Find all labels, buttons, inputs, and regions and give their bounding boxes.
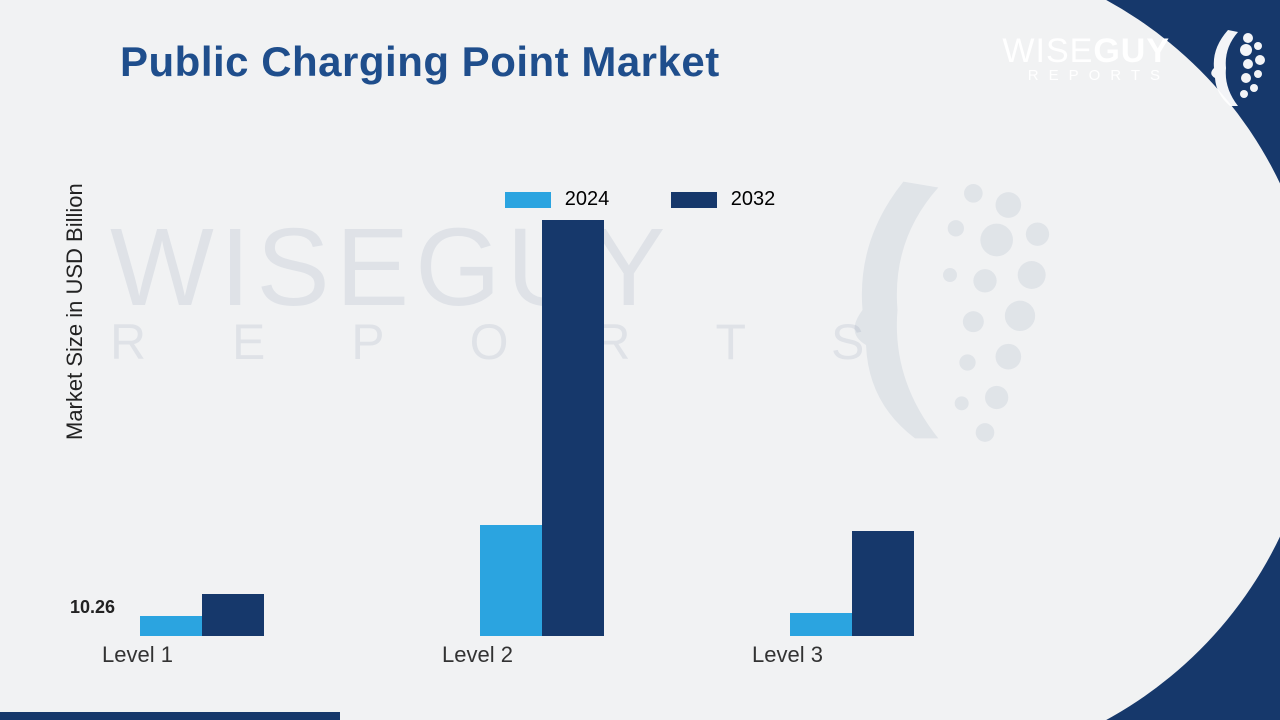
brand-word1: WISE xyxy=(1002,32,1093,70)
y-axis-label: Market Size in USD Billion xyxy=(62,183,88,440)
bar-level3-2032 xyxy=(852,531,914,636)
brand-word2: GUY xyxy=(1093,32,1170,70)
legend: 2024 2032 xyxy=(0,188,1280,214)
legend-swatch-2032 xyxy=(671,192,717,208)
x-label-level3: Level 3 xyxy=(752,642,952,668)
bar-level1-2024 xyxy=(140,616,202,636)
footer-strip xyxy=(0,712,340,720)
x-label-level2: Level 2 xyxy=(442,642,642,668)
brand-logo: WISEGUY REPORTS xyxy=(1002,32,1170,84)
brand-line1: WISEGUY xyxy=(1002,32,1170,71)
brand-head-icon xyxy=(1208,28,1268,108)
bar-level2-2024 xyxy=(480,525,542,636)
brand-line2: REPORTS xyxy=(1002,67,1170,84)
legend-item-2024: 2024 xyxy=(505,188,610,211)
legend-item-2032: 2032 xyxy=(671,188,776,211)
chart-title: Public Charging Point Market xyxy=(120,38,720,86)
legend-label-2032: 2032 xyxy=(731,188,776,211)
plot-area: Level 1Level 2Level 310.26 xyxy=(110,220,940,660)
x-label-level1: Level 1 xyxy=(102,642,302,668)
bar-level2-2032 xyxy=(542,220,604,636)
bar-level3-2024 xyxy=(790,613,852,636)
legend-label-2024: 2024 xyxy=(565,188,610,211)
legend-swatch-2024 xyxy=(505,192,551,208)
value-label: 10.26 xyxy=(70,597,115,618)
bar-level1-2032 xyxy=(202,594,264,636)
chart-canvas: WISEGUY R E P O R T S Public Charging Po… xyxy=(0,0,1280,720)
chart-title-text: Public Charging Point Market xyxy=(120,38,720,85)
